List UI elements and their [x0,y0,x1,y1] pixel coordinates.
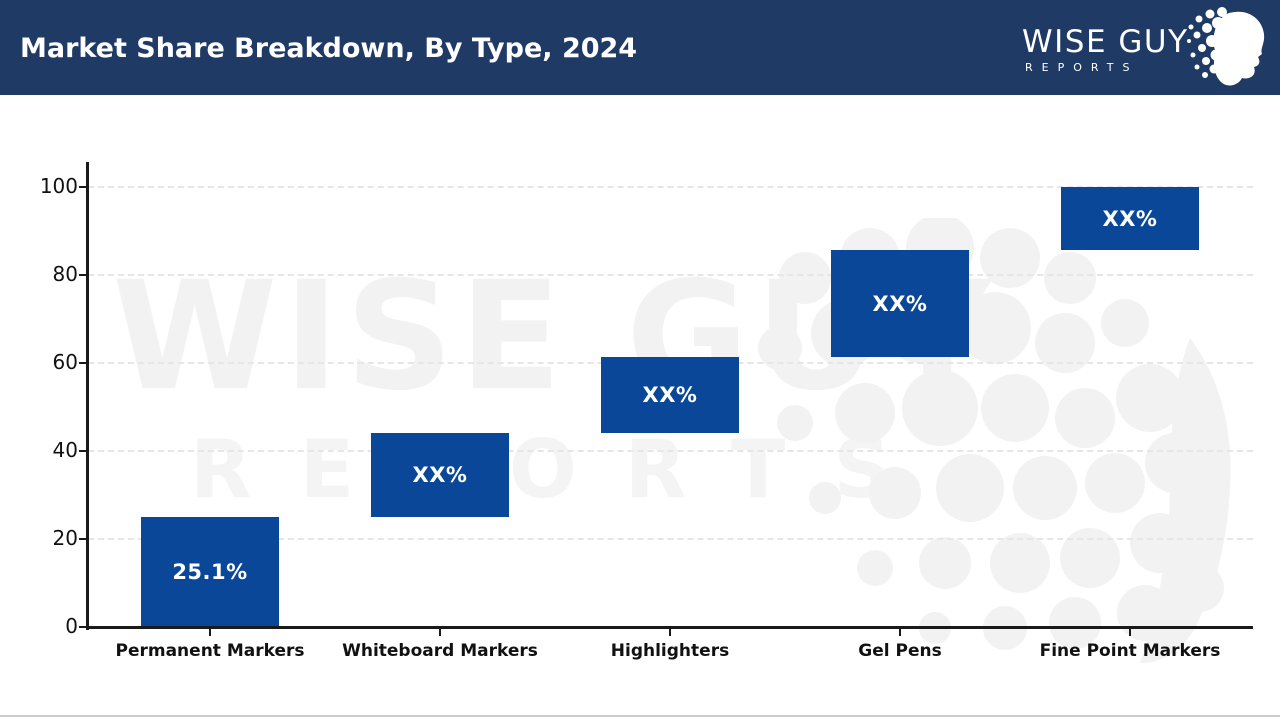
gridline-80 [88,274,1253,276]
y-tickmark-80 [79,274,88,276]
wise-guy-reports-logo: WISE GUY REPORTS [1022,4,1272,92]
y-tick-label-20: 20 [52,526,78,550]
x-tickmark-gel-pens [899,627,901,636]
y-tick-label-40: 40 [52,438,78,462]
y-tickmark-0 [79,626,88,628]
bar-highlighters: XX% [601,356,739,434]
x-axis-label-whiteboard-markers: Whiteboard Markers [342,641,538,661]
bar-permanent-markers: 25.1% [141,516,279,627]
watermark-dotted-face-icon [758,218,1231,663]
bottom-border-line [0,715,1280,717]
bar-value-label: XX% [872,291,928,316]
y-tickmark-40 [79,450,88,452]
x-axis-label-highlighters: Highlighters [610,641,730,661]
logo-face-icon [1186,7,1264,86]
x-tickmark-whiteboard-markers [439,627,441,636]
logo-subtitle: REPORTS [1025,61,1139,75]
x-axis-label-gel-pens: Gel Pens [858,641,942,661]
x-axis-label-fine-point-markers: Fine Point Markers [1039,641,1221,661]
x-axis-label-permanent-markers: Permanent Markers [115,641,305,661]
bar-value-label: XX% [412,462,468,487]
bar-whiteboard-markers: XX% [371,433,509,517]
y-axis [86,162,89,630]
y-tickmark-100 [79,186,88,188]
x-tickmark-permanent-markers [209,627,211,636]
bar-fine-point-markers: XX% [1061,187,1199,251]
page-title: Market Share Breakdown, By Type, 2024 [20,33,638,64]
bar-value-label: XX% [1102,206,1158,231]
watermark-text-line2: REPORTS [190,423,940,516]
y-tickmark-60 [79,362,88,364]
y-tickmark-20 [79,538,88,540]
bar-value-label: XX% [642,383,698,408]
y-tick-label-80: 80 [52,262,78,286]
gridline-40 [88,450,1253,452]
logo-wordmark: WISE GUY [1022,23,1189,60]
header: Market Share Breakdown, By Type, 2024 WI… [0,0,1280,95]
x-axis [86,626,1253,629]
bar-value-label: 25.1% [172,559,248,584]
gridline-20 [88,538,1253,540]
gridline-100 [88,186,1253,188]
bar-gel-pens: XX% [831,250,969,357]
y-tick-label-100: 100 [39,174,78,198]
logo-text: WISE GUY REPORTS [1022,26,1189,75]
y-tick-label-60: 60 [52,350,78,374]
x-tickmark-highlighters [669,627,671,636]
y-tick-label-0: 0 [65,614,78,638]
x-tickmark-fine-point-markers [1129,627,1131,636]
